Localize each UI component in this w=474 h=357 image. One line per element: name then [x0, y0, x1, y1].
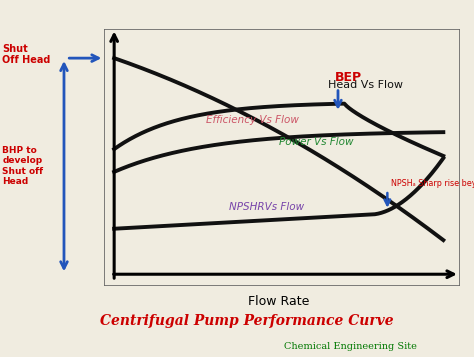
- Text: NPSHₐ Sharp rise beyond BEP: NPSHₐ Sharp rise beyond BEP: [391, 179, 474, 188]
- Text: Power Vs Flow: Power Vs Flow: [279, 137, 353, 147]
- Text: BEP: BEP: [335, 71, 362, 84]
- Text: NPSHRVs Flow: NPSHRVs Flow: [229, 202, 304, 212]
- Text: BHP to
develop
Shut off
Head: BHP to develop Shut off Head: [2, 146, 44, 186]
- Text: Flow Rate: Flow Rate: [248, 295, 310, 308]
- Text: Chemical Engineering Site: Chemical Engineering Site: [284, 342, 417, 351]
- Text: Centrifugal Pump Performance Curve: Centrifugal Pump Performance Curve: [100, 314, 393, 328]
- Text: Head Vs Flow: Head Vs Flow: [328, 80, 403, 90]
- Text: Shut
Off Head: Shut Off Head: [2, 44, 51, 65]
- Text: Efficiency Vs Flow: Efficiency Vs Flow: [206, 115, 299, 125]
